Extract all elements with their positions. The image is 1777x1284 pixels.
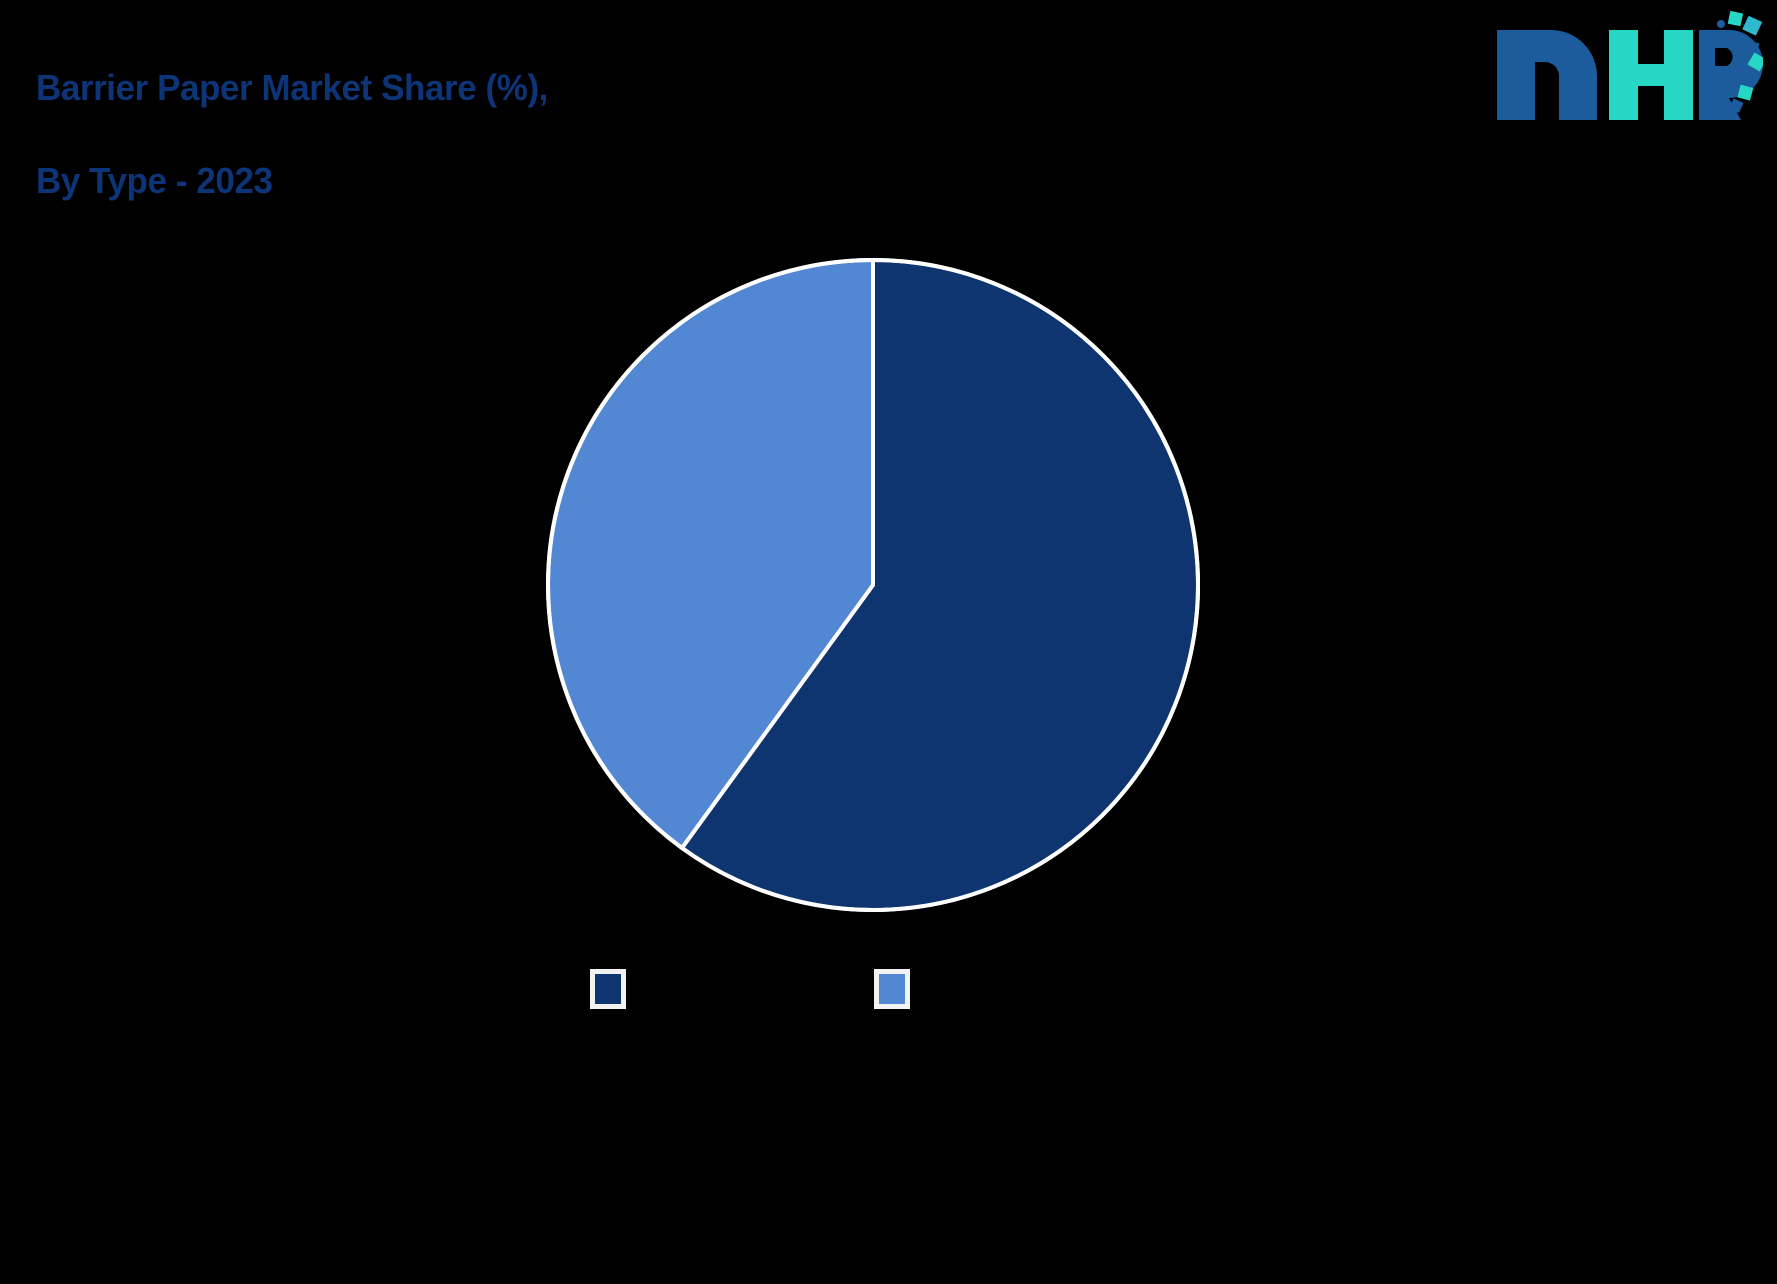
- legend-item-0[interactable]: [590, 968, 638, 1010]
- pie-chart-svg: [546, 258, 1200, 912]
- logo-dot-arc-icon: [1717, 10, 1767, 113]
- pie-chart: [546, 258, 1200, 912]
- page-title-line-1: Barrier Paper Market Share (%),: [36, 66, 549, 108]
- pie-slice-group: [546, 258, 1200, 912]
- page-title-line-2: By Type - 2023: [36, 160, 273, 202]
- legend-swatch-1: [874, 969, 910, 1009]
- legend-swatch-0: [590, 969, 626, 1009]
- pie-outline: [546, 258, 1200, 912]
- legend-item-1[interactable]: [874, 968, 922, 1010]
- dhr-logo-svg: [1497, 10, 1767, 120]
- chart-legend: [0, 968, 1777, 1028]
- logo-letter-d-icon: [1497, 30, 1597, 120]
- logo-letter-h-icon: [1609, 30, 1693, 120]
- page-title: Barrier Paper Market Share (%), By Type …: [36, 18, 909, 252]
- dhr-logo: [1493, 8, 1767, 128]
